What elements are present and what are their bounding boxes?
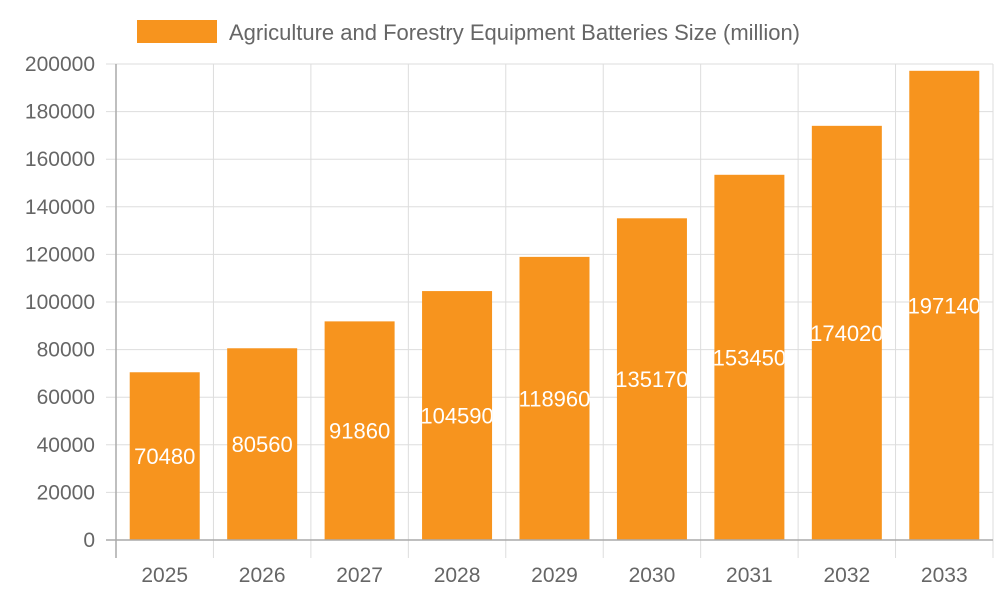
data-label-2028: 104590 bbox=[420, 404, 493, 429]
y-tick-label: 40000 bbox=[37, 434, 95, 457]
x-tick-label: 2032 bbox=[823, 564, 870, 587]
x-tick-label: 2026 bbox=[239, 564, 286, 587]
x-tick-label: 2027 bbox=[336, 564, 383, 587]
bar-2027[interactable] bbox=[324, 321, 395, 540]
bar-2031[interactable] bbox=[714, 174, 785, 540]
bar-2033[interactable] bbox=[909, 70, 980, 541]
data-label-2032: 174020 bbox=[810, 321, 883, 346]
bar-2028[interactable] bbox=[422, 291, 493, 540]
data-label-2025: 70480 bbox=[134, 444, 195, 469]
y-tick-label: 160000 bbox=[25, 148, 95, 171]
axes: 0 20000 40000 60000 80000 100000 120000 140000 1… bbox=[25, 53, 993, 587]
y-tick-label: 60000 bbox=[37, 386, 95, 409]
y-tick-label: 20000 bbox=[37, 481, 95, 504]
x-tick-label: 2030 bbox=[629, 564, 676, 587]
y-tick-label: 100000 bbox=[25, 291, 95, 314]
legend-swatch bbox=[137, 20, 217, 43]
y-tick-label: 180000 bbox=[25, 101, 95, 124]
y-tick-label: 0 bbox=[83, 529, 95, 552]
legend-label: Agriculture and Forestry Equipment Batte… bbox=[229, 20, 800, 45]
data-label-2026: 80560 bbox=[232, 432, 293, 457]
bars: 70480 80560 91860 104590 118960 135170 153450 1… bbox=[129, 70, 981, 541]
x-tick-label: 2033 bbox=[921, 564, 968, 587]
x-tick-label: 2025 bbox=[141, 564, 188, 587]
x-tick-label: 2028 bbox=[434, 564, 481, 587]
y-tick-label: 120000 bbox=[25, 243, 95, 266]
legend[interactable]: Agriculture and Forestry Equipment Batte… bbox=[137, 20, 800, 45]
data-label-2031: 153450 bbox=[713, 345, 786, 370]
data-label-2027: 91860 bbox=[329, 419, 390, 444]
x-tick-label: 2031 bbox=[726, 564, 773, 587]
data-label-2033: 197140 bbox=[908, 293, 981, 318]
data-label-2029: 118960 bbox=[519, 386, 591, 411]
bar-2029[interactable] bbox=[519, 256, 590, 540]
y-tick-label: 200000 bbox=[25, 53, 95, 76]
bar-2030[interactable] bbox=[616, 218, 687, 540]
y-tick-label: 140000 bbox=[25, 196, 95, 219]
x-tick-label: 2029 bbox=[531, 564, 578, 587]
data-label-2030: 135170 bbox=[615, 367, 688, 392]
bar-2025[interactable] bbox=[129, 372, 200, 540]
bar-2032[interactable] bbox=[811, 125, 882, 540]
bar-2026[interactable] bbox=[227, 348, 298, 540]
y-tick-label: 80000 bbox=[37, 339, 95, 362]
